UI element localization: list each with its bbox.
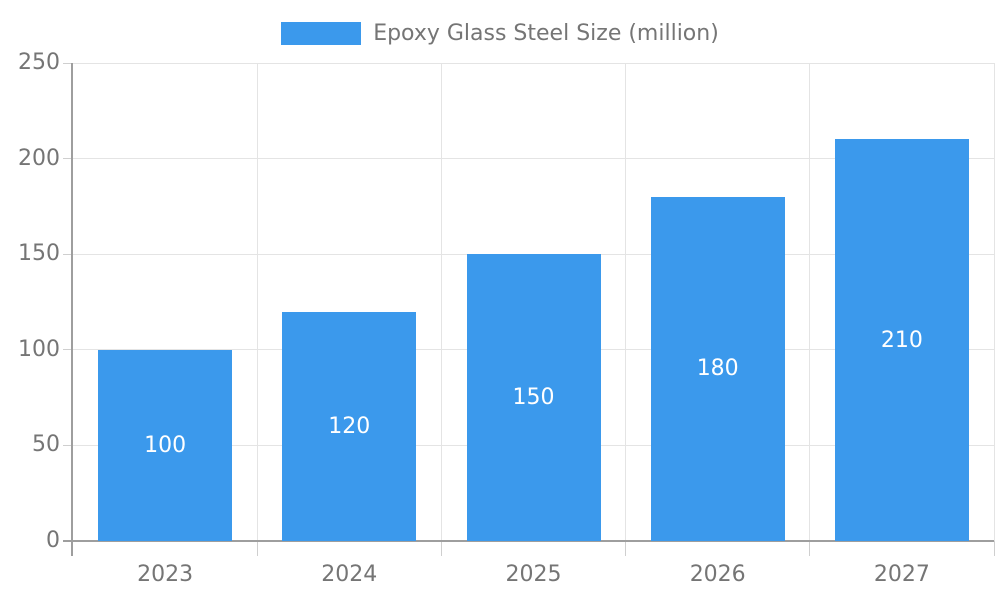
x-axis-label: 2026 <box>689 562 746 587</box>
bar-value-label: 150 <box>512 385 555 411</box>
v-gridline <box>256 63 258 541</box>
y-axis-line <box>71 63 73 556</box>
y-axis-tick-label: 250 <box>18 50 60 75</box>
x-axis-line <box>63 540 994 542</box>
x-axis-label: 2025 <box>505 562 562 587</box>
legend-swatch <box>281 21 362 45</box>
y-axis-tick-label: 50 <box>32 432 60 458</box>
v-gridline <box>993 63 995 541</box>
x-tick-mark <box>809 541 811 556</box>
bar-value-label: 100 <box>144 432 187 458</box>
legend-label: Epoxy Glass Steel Size (million) <box>373 20 719 46</box>
y-axis-tick-label: 200 <box>18 145 60 171</box>
x-axis-label: 2023 <box>137 562 194 587</box>
v-gridline <box>625 63 627 541</box>
bar-value-label: 180 <box>696 356 739 382</box>
x-axis-label: 2027 <box>873 562 930 587</box>
bar-value-label: 210 <box>880 327 923 353</box>
bar-2024[interactable]: 120 <box>282 311 417 541</box>
x-tick-mark <box>440 541 442 556</box>
v-gridline <box>440 63 442 541</box>
bar-2023[interactable]: 100 <box>98 349 233 541</box>
x-tick-mark <box>256 541 258 556</box>
bar-2027[interactable]: 210 <box>834 139 969 541</box>
v-gridline <box>809 63 811 541</box>
x-tick-mark <box>625 541 627 556</box>
h-gridline <box>73 62 994 64</box>
y-axis-tick-label: 0 <box>46 528 60 553</box>
x-tick-mark <box>993 541 995 556</box>
y-axis-tick-label: 100 <box>18 336 60 362</box>
x-axis-label: 2024 <box>321 562 378 587</box>
y-axis-tick-label: 150 <box>18 241 60 267</box>
bar-2025[interactable]: 150 <box>466 254 601 541</box>
bar-value-label: 120 <box>328 413 371 439</box>
legend-item[interactable]: Epoxy Glass Steel Size (million) <box>0 16 1000 50</box>
bar-2026[interactable]: 180 <box>650 196 785 541</box>
